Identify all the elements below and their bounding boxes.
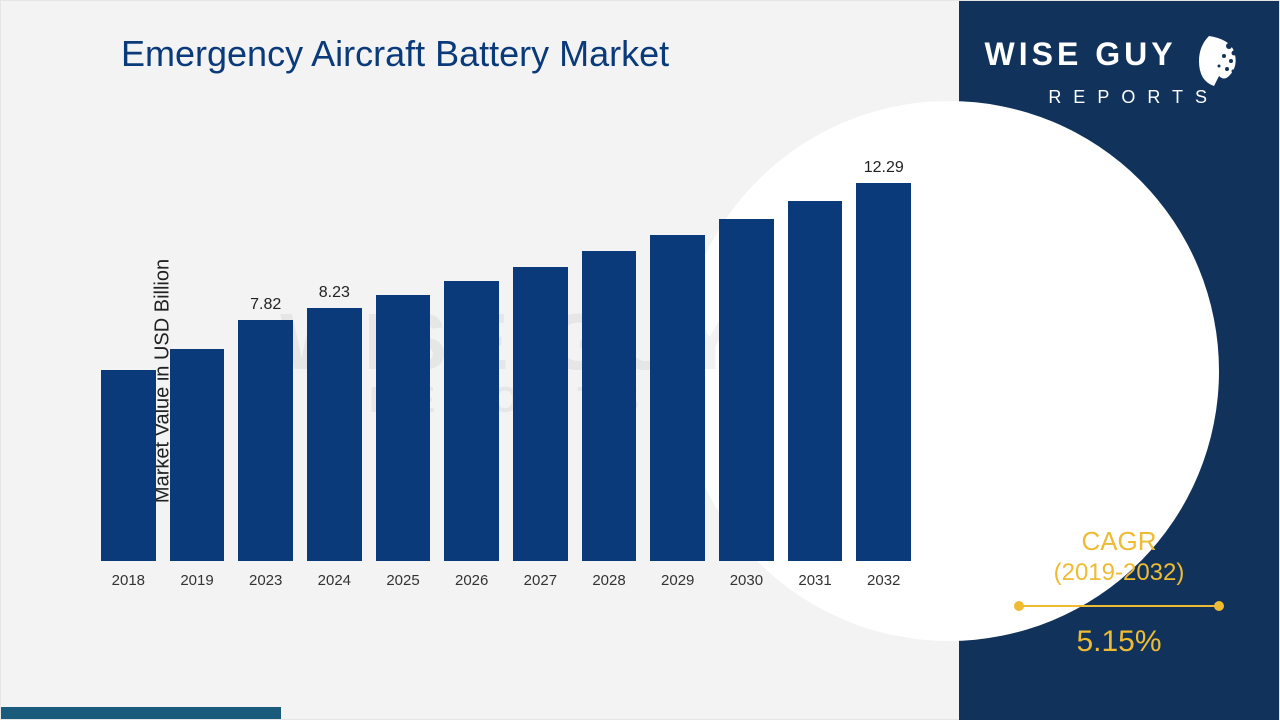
cagr-value: 5.15% bbox=[999, 625, 1239, 659]
bar bbox=[719, 219, 774, 561]
bar bbox=[513, 267, 568, 561]
bar-x-label: 2027 bbox=[524, 572, 557, 589]
bottom-accent-bar bbox=[1, 707, 281, 719]
bar-x-label: 2031 bbox=[798, 572, 831, 589]
bar-x-label: 2019 bbox=[180, 572, 213, 589]
cagr-period: (2019-2032) bbox=[999, 559, 1239, 587]
chart-plot-area: Market Value in USD Billion 201820197.82… bbox=[91, 161, 911, 601]
chart-container: WISE GUY REPORTS WISE GUY REPORTS Emerge… bbox=[0, 0, 1280, 720]
bar-value-label: 12.29 bbox=[864, 159, 904, 177]
bar-x-label: 2029 bbox=[661, 572, 694, 589]
bar-value-label: 7.82 bbox=[250, 296, 281, 314]
bar bbox=[856, 183, 911, 561]
logo-top-text: WISE GUY bbox=[985, 36, 1177, 72]
bar bbox=[307, 308, 362, 561]
bar bbox=[582, 251, 637, 561]
bar-x-label: 2032 bbox=[867, 572, 900, 589]
bar bbox=[170, 349, 225, 561]
bar bbox=[444, 281, 499, 561]
bar-wrap: 2028 bbox=[582, 227, 637, 561]
bar-wrap: 8.232024 bbox=[307, 284, 362, 561]
bar-x-label: 2030 bbox=[730, 572, 763, 589]
bar-wrap: 2031 bbox=[788, 177, 843, 561]
bar-x-label: 2025 bbox=[386, 572, 419, 589]
bar-wrap: 2027 bbox=[513, 243, 568, 561]
bar bbox=[650, 235, 705, 561]
bar-wrap: 2025 bbox=[376, 271, 431, 561]
bar-wrap: 2026 bbox=[444, 257, 499, 561]
bar-value-label: 8.23 bbox=[319, 284, 350, 302]
logo-head-icon bbox=[1189, 31, 1249, 91]
bar-x-label: 2024 bbox=[318, 572, 351, 589]
cagr-divider-line bbox=[1019, 605, 1219, 607]
chart-title: Emergency Aircraft Battery Market bbox=[121, 33, 669, 75]
bar-x-label: 2023 bbox=[249, 572, 282, 589]
bar-wrap: 7.822023 bbox=[238, 296, 293, 561]
bar-wrap: 2018 bbox=[101, 346, 156, 561]
bar bbox=[101, 370, 156, 561]
bar-wrap: 2030 bbox=[719, 195, 774, 561]
bar bbox=[376, 295, 431, 561]
bar-wrap: 12.292032 bbox=[856, 159, 911, 561]
bar-wrap: 2019 bbox=[170, 325, 225, 561]
bar-x-label: 2018 bbox=[112, 572, 145, 589]
bars-group: 2018 20197.822023 8.232024 20252026 2027 2028… bbox=[101, 161, 911, 561]
cagr-label: CAGR bbox=[999, 526, 1239, 557]
bar-x-label: 2026 bbox=[455, 572, 488, 589]
bar-x-label: 2028 bbox=[592, 572, 625, 589]
bar bbox=[788, 201, 843, 561]
cagr-block: CAGR (2019-2032) 5.15% bbox=[999, 526, 1239, 659]
bar bbox=[238, 320, 293, 561]
bar-wrap: 2029 bbox=[650, 211, 705, 561]
brand-logo: WISE GUY REPORTS bbox=[985, 31, 1249, 108]
